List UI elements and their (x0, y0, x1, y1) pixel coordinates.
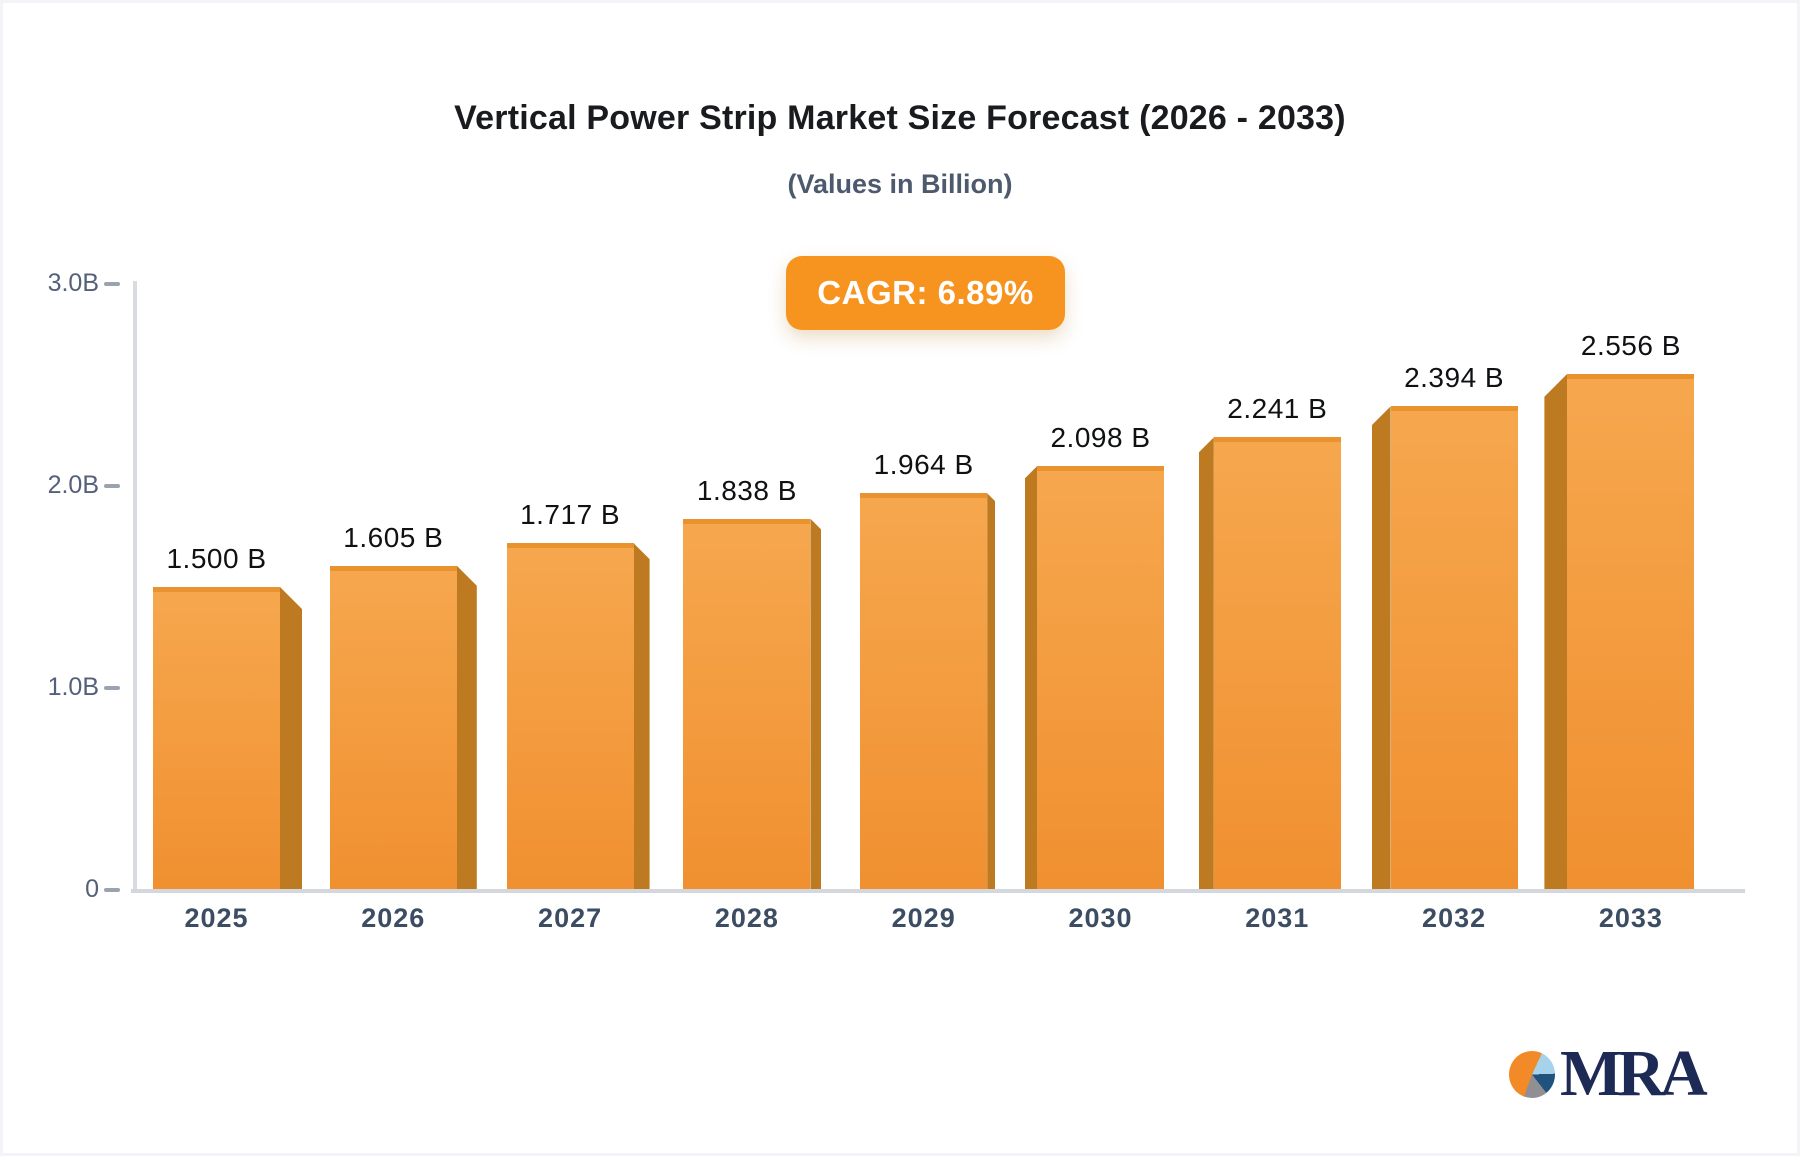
y-axis-tick-label: 1.0B (47, 673, 99, 701)
bar-2026 (329, 565, 457, 890)
bar-value-label-2029: 1.964 B (873, 449, 974, 481)
bar-2027 (506, 543, 634, 890)
y-axis-line (133, 281, 137, 893)
x-axis-label-2027: 2027 (538, 903, 603, 933)
bar-value-label-2025: 1.500 B (166, 543, 267, 574)
bar-3d-side-2033 (1544, 373, 1568, 890)
x-axis-label-2028: 2028 (714, 903, 779, 933)
y-axis-tick-label: 3.0B (47, 269, 99, 297)
bar-2033 (1567, 373, 1695, 890)
y-axis-tick-mark (104, 484, 120, 488)
bar-3d-side-2029 (987, 493, 996, 890)
bar-value-label-2031: 2.241 B (1227, 393, 1328, 425)
x-axis-label-2026: 2026 (361, 903, 426, 933)
bar-3d-side-2026 (456, 565, 477, 890)
bar-value-label-2028: 1.838 B (696, 474, 797, 506)
cagr-badge: CAGR: 6.89% (786, 256, 1065, 330)
bar-value-label-2026: 1.605 B (343, 521, 444, 553)
chart-subtitle: (Values in Billion) (787, 169, 1013, 199)
y-axis-tick-mark (104, 282, 120, 286)
chart-title: Vertical Power Strip Market Size Forecas… (454, 99, 1346, 137)
bar-2032 (1390, 406, 1518, 890)
bar-value-label-2032: 2.394 B (1404, 362, 1505, 394)
x-axis-label-2032: 2032 (1422, 903, 1487, 933)
bar-value-label-2027: 1.717 B (520, 499, 621, 531)
x-axis-label-2025: 2025 (184, 903, 249, 933)
y-axis-tick-label: 0 (85, 875, 99, 903)
brand-logo: MRA (1509, 1037, 1708, 1110)
bar-2030 (1037, 466, 1164, 890)
bar-value-label-2030: 2.098 B (1050, 422, 1151, 454)
x-axis-label-2029: 2029 (891, 903, 956, 933)
y-axis-tick-mark (104, 888, 120, 892)
bar-3d-side-2030 (1025, 466, 1037, 890)
bar-3d-side-2032 (1371, 406, 1391, 890)
x-axis-label-2031: 2031 (1245, 903, 1310, 933)
x-axis-line (131, 889, 1745, 893)
x-axis-label-2033: 2033 (1598, 903, 1663, 933)
bar-2028 (683, 518, 811, 890)
bar-3d-side-2027 (633, 543, 650, 890)
bar-value-label-2033: 2.556 B (1580, 329, 1681, 361)
x-axis-label-2030: 2030 (1068, 903, 1133, 933)
bar-3d-side-2031 (1198, 437, 1214, 890)
y-axis-tick-label: 2.0B (47, 471, 99, 499)
bar-chart-plot-area: 3.0B 2.0B 1.0B 0 1.500 B 2025 1.605 B 2026 1.717… (3, 3, 1797, 1153)
bar-2031 (1213, 437, 1341, 890)
brand-logo-text: MRA (1560, 1037, 1708, 1110)
y-axis-tick-mark (104, 686, 120, 690)
pie-chart-logo-icon (1509, 1050, 1555, 1098)
bar-2029 (860, 493, 988, 890)
bar-2025 (153, 587, 280, 890)
bar-3d-side-2028 (810, 518, 822, 890)
bar-3d-side-2025 (280, 587, 302, 890)
